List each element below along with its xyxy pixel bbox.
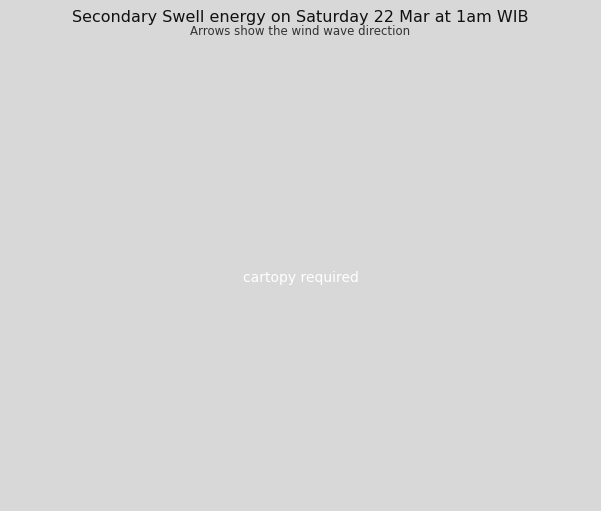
Text: Secondary Swell energy on Saturday 22 Mar at 1am WIB: Secondary Swell energy on Saturday 22 Ma… [72,10,529,25]
Text: Arrows show the wind wave direction: Arrows show the wind wave direction [191,25,410,38]
Text: cartopy required: cartopy required [243,271,358,285]
